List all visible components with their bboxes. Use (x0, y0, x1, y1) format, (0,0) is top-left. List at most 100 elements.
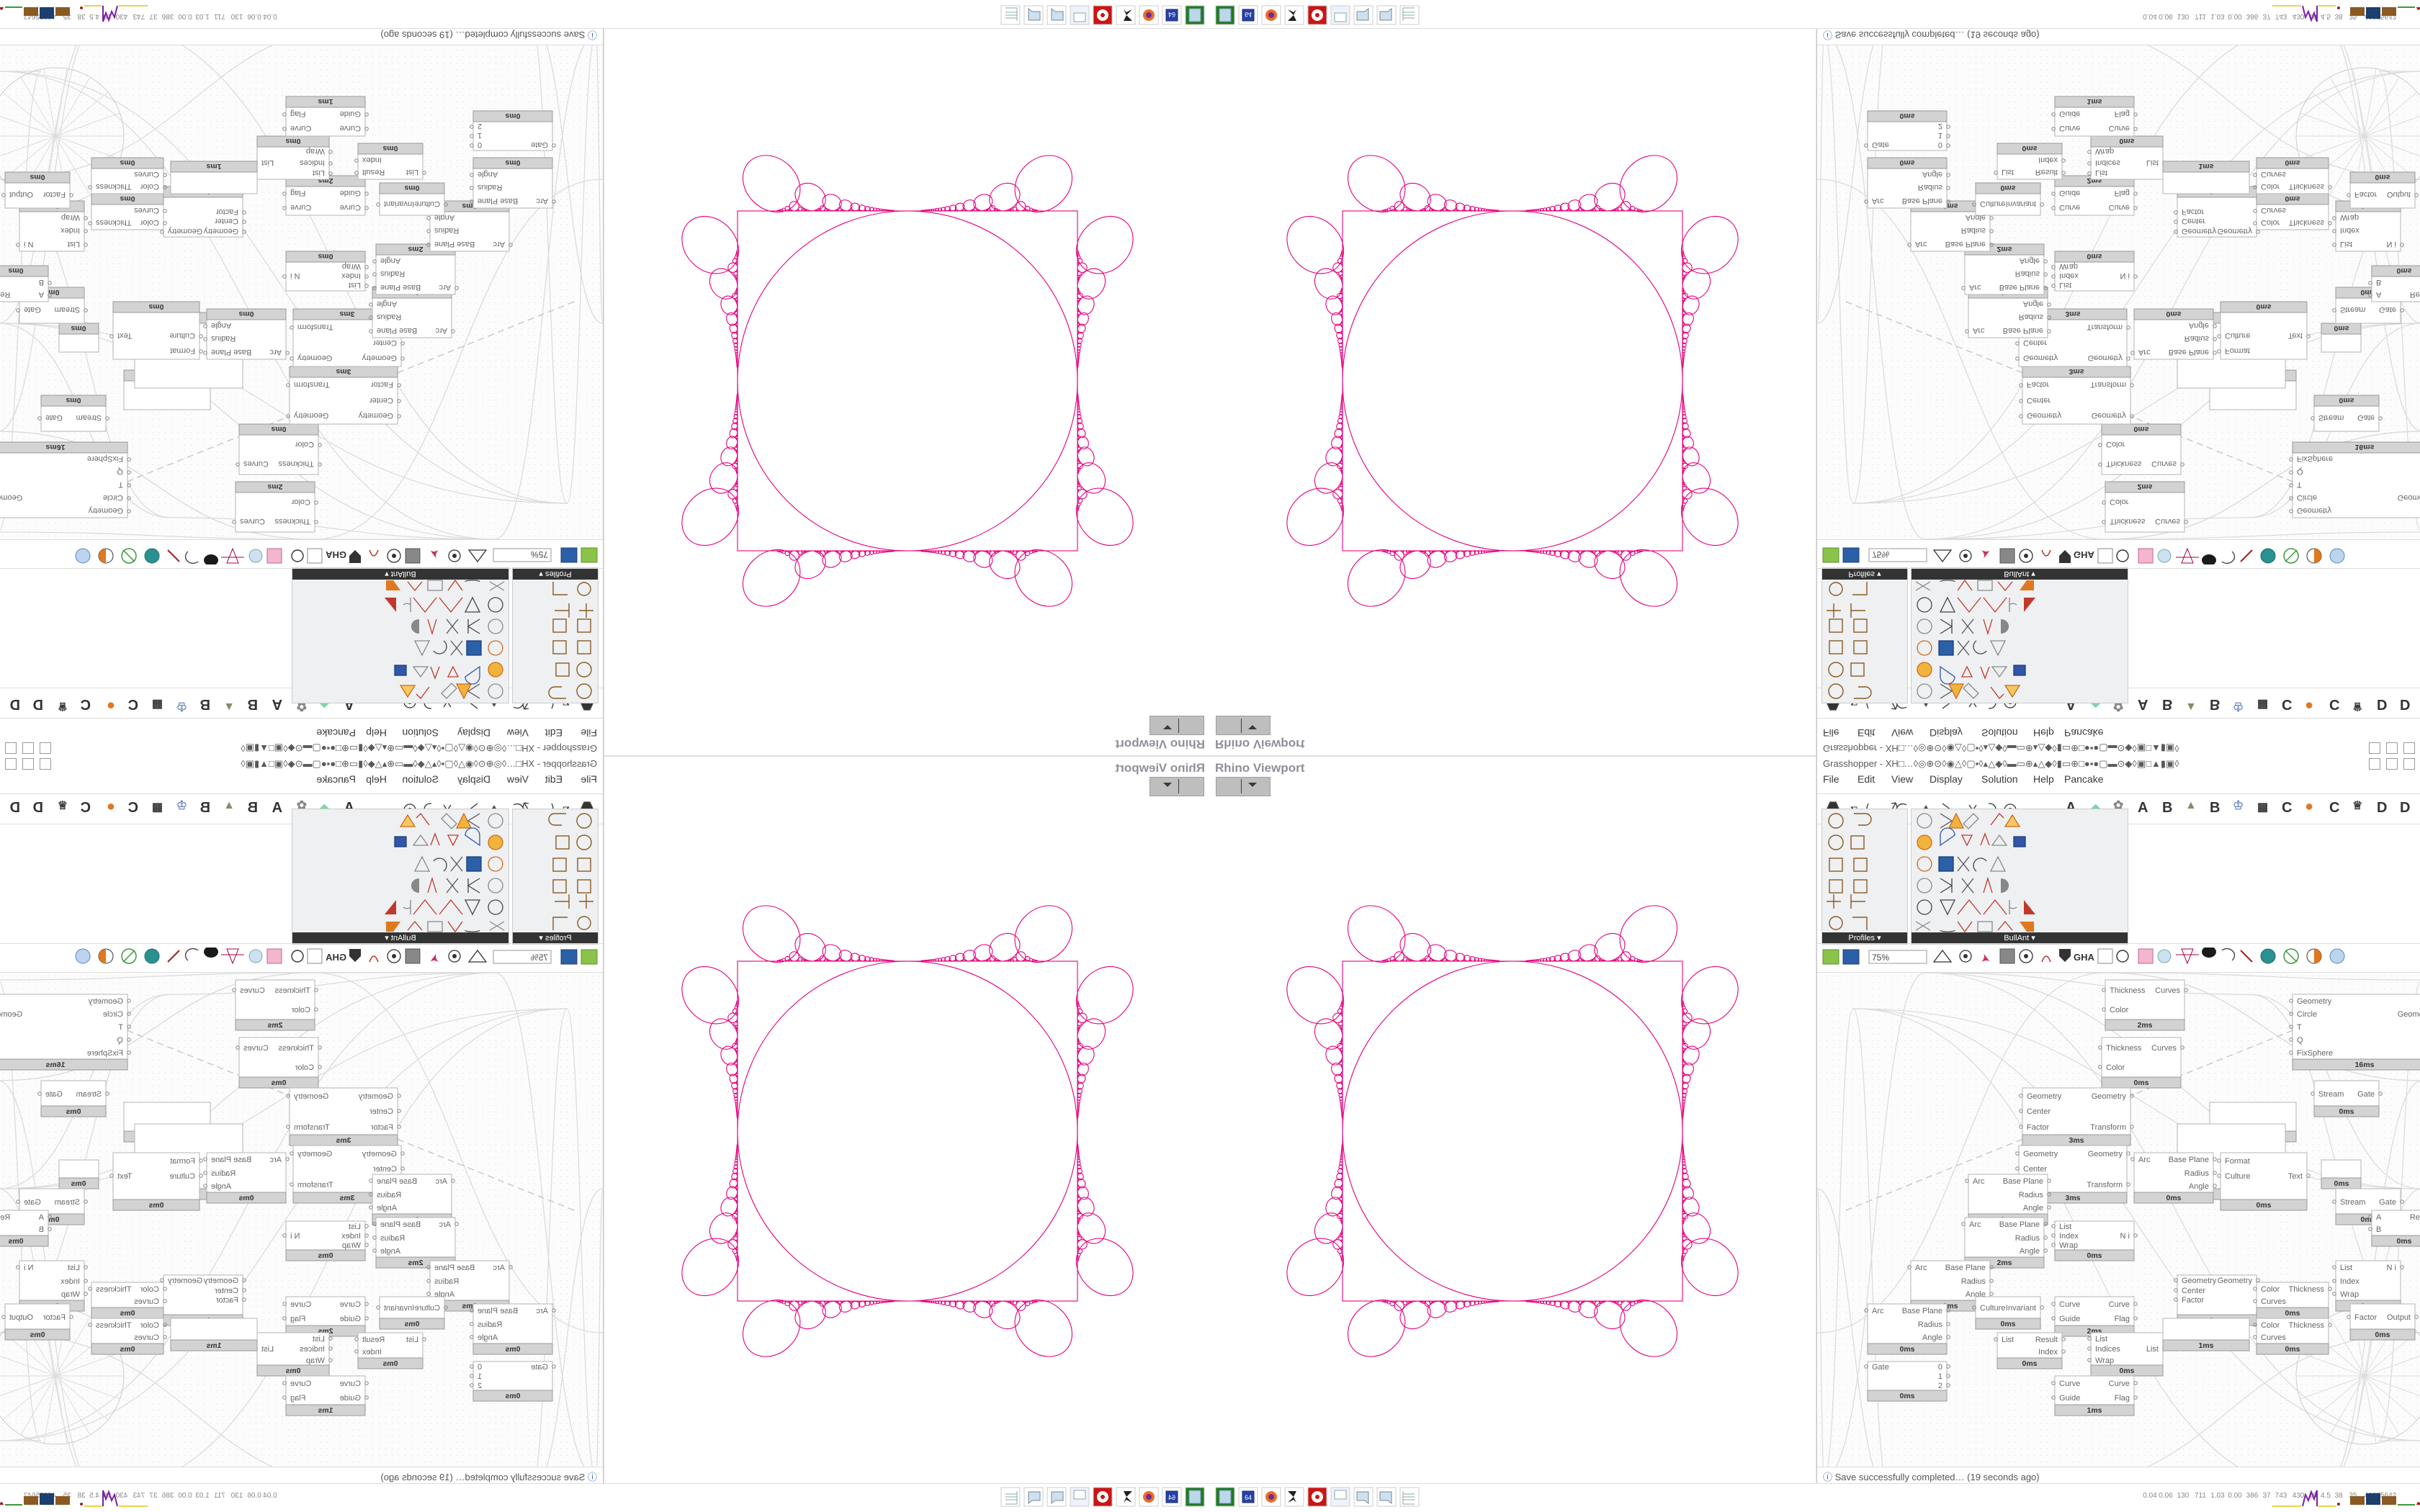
svg-text:Wrap: Wrap (2095, 1356, 2114, 1365)
svg-text:A: A (2376, 1213, 2382, 1222)
svg-text:430: 430 (2293, 1492, 2305, 1500)
svg-text:Geometry: Geometry (2023, 1150, 2058, 1158)
svg-text:Angle: Angle (2020, 256, 2040, 265)
svg-text:Geometry: Geometry (2182, 1277, 2217, 1285)
svg-text:Color: Color (140, 218, 159, 227)
svg-text:Color: Color (2110, 1006, 2129, 1014)
svg-text:Factor: Factor (2354, 1313, 2378, 1322)
svg-text:Guide: Guide (340, 1315, 361, 1323)
svg-text:0ms: 0ms (148, 302, 163, 311)
svg-text:4.5: 4.5 (2321, 12, 2331, 20)
svg-text:0: 0 (1938, 140, 1942, 149)
svg-text:Arc: Arc (1872, 197, 1884, 205)
svg-text:0.06: 0.06 (247, 1492, 261, 1500)
svg-text:0ms: 0ms (2022, 1359, 2037, 1368)
svg-text:Geometry: Geometry (2088, 354, 2123, 362)
svg-text:Curves: Curves (2261, 1297, 2286, 1306)
svg-text:0ms: 0ms (2285, 158, 2300, 167)
svg-text:0.06: 0.06 (2159, 1492, 2173, 1500)
svg-text:Radius: Radius (377, 312, 402, 321)
svg-text:0ms: 0ms (2375, 173, 2390, 181)
svg-text:Thickness: Thickness (274, 986, 310, 995)
svg-text:Radius: Radius (478, 183, 503, 192)
svg-text:Flag: Flag (2115, 189, 2130, 197)
svg-text:0ms: 0ms (404, 1320, 419, 1328)
svg-text:Q: Q (2297, 1036, 2303, 1045)
svg-text:Indices: Indices (2095, 158, 2120, 167)
svg-text:Geometry: Geometry (297, 354, 333, 362)
svg-text:Angle: Angle (2020, 1247, 2040, 1256)
svg-text:0: 0 (478, 140, 482, 149)
svg-text:0.00: 0.00 (178, 1492, 192, 1500)
svg-text:Color: Color (2106, 1063, 2125, 1072)
svg-text:0ms: 0ms (2119, 1367, 2134, 1375)
svg-text:Factor: Factor (2354, 190, 2378, 199)
svg-text:Index: Index (2038, 156, 2058, 164)
svg-text:Curve: Curve (340, 1380, 361, 1388)
svg-text:2ms: 2ms (1996, 245, 2012, 253)
svg-text:Gate: Gate (2379, 305, 2396, 314)
svg-text:Text: Text (117, 331, 132, 340)
svg-text:386: 386 (2246, 1492, 2259, 1500)
svg-text:Guide: Guide (2059, 1394, 2080, 1403)
svg-text:Thickness: Thickness (278, 1044, 314, 1053)
svg-text:Arc: Arc (269, 348, 282, 356)
svg-text:Curve: Curve (2059, 1300, 2080, 1309)
svg-text:List: List (68, 240, 80, 248)
svg-text:Base Plane: Base Plane (1902, 1307, 1942, 1315)
svg-text:Thickness: Thickness (2110, 517, 2146, 526)
svg-text:Geometry: Geometry (2297, 506, 2332, 515)
svg-text:Angle: Angle (1922, 170, 1942, 179)
svg-text:Color: Color (291, 498, 310, 506)
svg-text:Center: Center (373, 338, 397, 347)
svg-text:Radius: Radius (1961, 1277, 1986, 1286)
svg-text:Geometry: Geometry (2218, 227, 2253, 235)
svg-text:743: 743 (2275, 1492, 2287, 1500)
svg-text:Factor: Factor (215, 1296, 238, 1305)
svg-text:0ms: 0ms (2166, 1194, 2181, 1202)
svg-text:38: 38 (2334, 1492, 2343, 1500)
svg-text:Arc: Arc (536, 1307, 548, 1315)
svg-text:Gate: Gate (531, 140, 548, 149)
svg-text:Factor: Factor (42, 190, 66, 199)
svg-text:0.00: 0.00 (2228, 12, 2242, 20)
svg-text:0ms: 0ms (71, 1179, 86, 1188)
svg-text:List: List (2146, 158, 2159, 167)
svg-text:Radius: Radius (434, 1277, 460, 1286)
svg-text:Transform: Transform (2090, 380, 2126, 389)
svg-text:Factor: Factor (370, 1123, 393, 1132)
svg-text:0ms: 0ms (2133, 425, 2148, 433)
svg-text:2ms: 2ms (2137, 482, 2152, 491)
svg-text:Curves: Curves (243, 1044, 269, 1053)
svg-text:Angle: Angle (377, 1204, 397, 1212)
svg-text:Center: Center (373, 1165, 397, 1174)
svg-text:Flag: Flag (290, 109, 305, 118)
svg-text:Radius: Radius (1918, 1320, 1943, 1329)
svg-text:Format: Format (2225, 346, 2250, 355)
svg-text:Color: Color (140, 1321, 159, 1330)
svg-text:Angle: Angle (380, 256, 400, 265)
svg-text:0.06: 0.06 (2159, 12, 2173, 20)
svg-text:Stream: Stream (55, 1198, 80, 1207)
svg-text:N i: N i (2387, 240, 2396, 248)
svg-text:0ms: 0ms (2087, 252, 2102, 261)
svg-text:Geometry: Geometry (2027, 411, 2062, 420)
svg-text:Circle: Circle (2297, 1010, 2317, 1019)
svg-text:Radius: Radius (478, 1320, 503, 1329)
svg-text:Base Plane: Base Plane (434, 240, 475, 248)
svg-text:Wrap: Wrap (2059, 262, 2078, 271)
svg-text:0ms: 0ms (2133, 1079, 2148, 1087)
svg-text:Curves: Curves (2155, 517, 2180, 526)
svg-text:Center: Center (2182, 1287, 2205, 1295)
svg-text:Arc: Arc (1969, 283, 1981, 292)
svg-text:Color: Color (2110, 498, 2129, 506)
svg-text:0ms: 0ms (71, 324, 86, 333)
svg-text:0ms: 0ms (30, 1331, 45, 1339)
svg-text:A: A (38, 290, 44, 299)
svg-text:List: List (2095, 1335, 2107, 1344)
svg-text:List: List (261, 1345, 274, 1354)
svg-text:Culture: Culture (415, 199, 440, 208)
svg-text:0ms: 0ms (2396, 266, 2411, 275)
svg-text:0ms: 0ms (2334, 324, 2349, 333)
svg-text:Wrap: Wrap (306, 147, 325, 156)
